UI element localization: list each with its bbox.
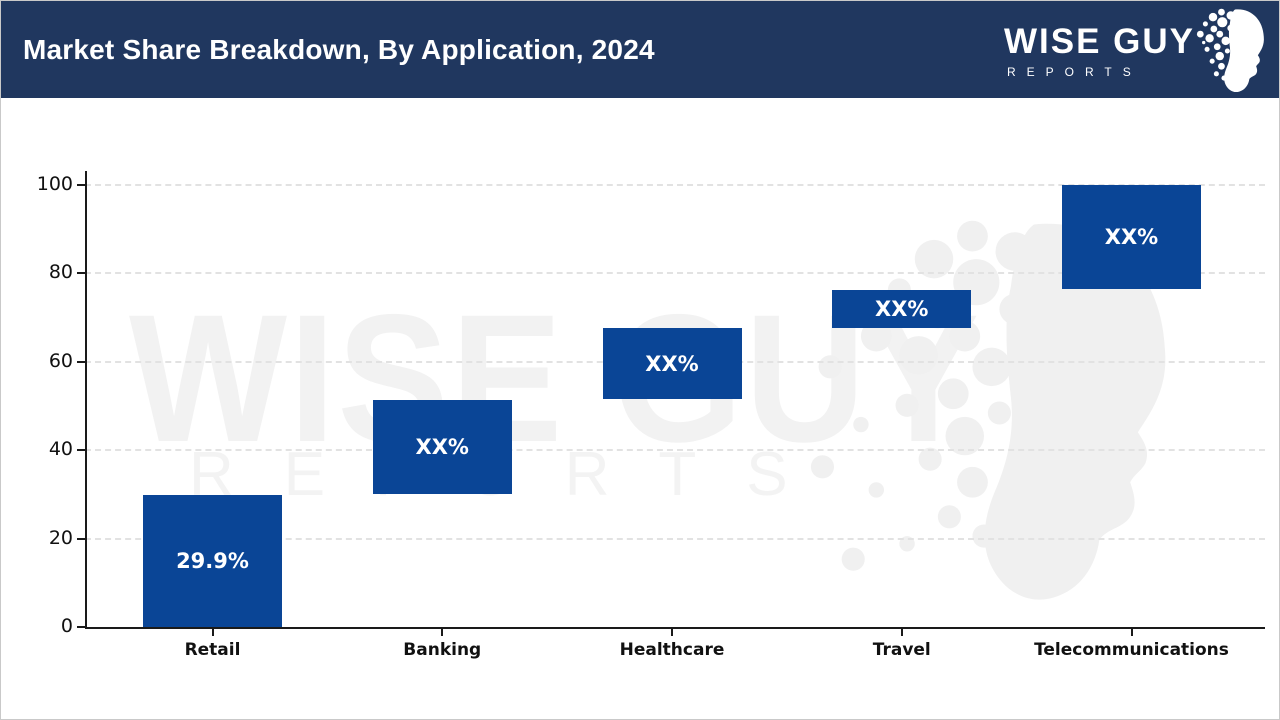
x-tick-label-1: Banking xyxy=(403,640,482,660)
y-tick-label-80: 80 xyxy=(48,261,73,284)
x-tick-0 xyxy=(211,629,214,636)
wiseguy-face-icon xyxy=(1196,8,1264,93)
bar-value-label: XX% xyxy=(1104,225,1159,250)
bar-value-label: XX% xyxy=(875,296,929,321)
y-tick-label-100: 100 xyxy=(36,173,73,195)
gridline-100 xyxy=(85,184,1265,186)
y-tick-0 xyxy=(77,626,85,628)
bar-value-label: 29.9% xyxy=(176,548,249,573)
y-tick-40 xyxy=(77,449,85,452)
x-tick-4 xyxy=(1130,629,1133,636)
y-tick-label-0: 0 xyxy=(60,615,73,637)
gridline-80 xyxy=(85,272,1265,275)
logo-name: WISE GUY xyxy=(1003,21,1195,61)
y-tick-100 xyxy=(77,184,85,186)
bar-travel: XX% xyxy=(832,289,972,328)
y-tick-label-60: 60 xyxy=(48,349,73,372)
y-tick-20 xyxy=(77,537,85,540)
y-axis-line xyxy=(85,171,87,629)
bar-healthcare: XX% xyxy=(602,328,742,399)
bar-value-label: XX% xyxy=(415,435,469,460)
bar-banking: XX% xyxy=(372,399,512,495)
x-tick-1 xyxy=(441,629,444,636)
x-tick-3 xyxy=(900,629,903,636)
x-tick-label-4: Telecommunications xyxy=(1034,640,1229,660)
page-title: Market Share Breakdown, By Application, … xyxy=(23,34,655,65)
logo-subtitle: REPORTS xyxy=(1006,64,1142,79)
bar-telecommunications: XX% xyxy=(1062,185,1201,290)
x-tick-label-3: Travel xyxy=(872,640,931,660)
y-tick-label-40: 40 xyxy=(48,438,73,461)
y-tick-60 xyxy=(77,360,85,363)
bar-retail: 29.9% xyxy=(143,494,282,627)
x-tick-label-2: Healthcare xyxy=(619,640,725,660)
x-tick-2 xyxy=(671,629,673,636)
x-tick-label-0: Retail xyxy=(184,640,241,660)
logo-text: WISE GUY REPORTS xyxy=(1004,24,1195,79)
plot-area: 0 20 40 60 80 100 29.9% Retail XX% Banking XX% Heal… xyxy=(1,98,1279,719)
gridline-40 xyxy=(85,449,1265,452)
header-band: Market Share Breakdown, By Application, … xyxy=(1,1,1279,98)
gridline-20 xyxy=(85,537,1265,540)
y-tick-80 xyxy=(77,272,85,275)
wiseguy-logo: WISE GUY REPORTS xyxy=(1004,7,1267,95)
y-tick-label-20: 20 xyxy=(48,526,73,549)
bar-value-label: XX% xyxy=(645,351,699,376)
x-axis-line xyxy=(85,627,1265,629)
